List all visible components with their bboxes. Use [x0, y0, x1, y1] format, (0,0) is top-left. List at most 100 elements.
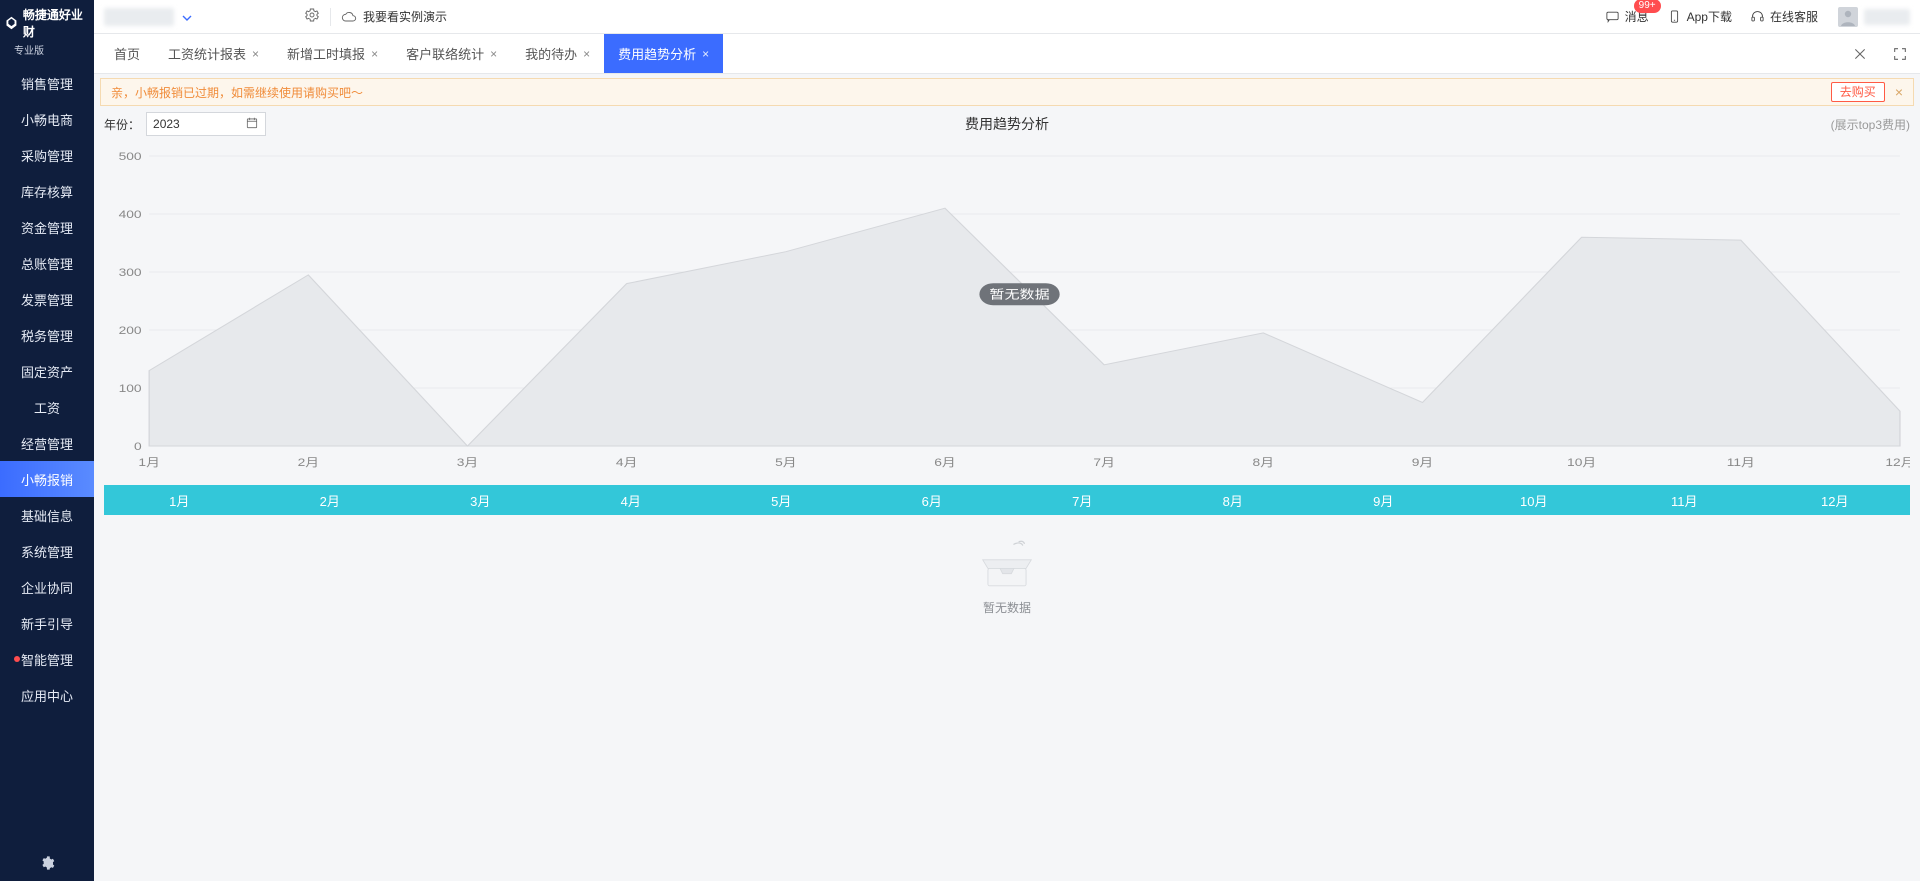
avatar-icon — [1838, 7, 1858, 27]
fullscreen-button[interactable] — [1880, 34, 1920, 73]
expiry-notice: 亲，小畅报销已过期，如需继续使用请购买吧～ 去购买 × — [100, 78, 1914, 106]
tab[interactable]: 工资统计报表 × — [154, 34, 273, 73]
sidebar-item[interactable]: 固定资产 — [0, 353, 94, 389]
month-cell[interactable]: 3月 — [405, 485, 556, 515]
sidebar-item[interactable]: 工资 — [0, 389, 94, 425]
org-selector[interactable] — [104, 8, 294, 26]
svg-text:3月: 3月 — [457, 456, 478, 468]
headset-icon — [1750, 9, 1765, 24]
month-cell[interactable]: 5月 — [706, 485, 857, 515]
sidebar-item[interactable]: 基础信息 — [0, 497, 94, 533]
sidebar-item-label: 总账管理 — [21, 254, 73, 273]
cloud-icon — [341, 10, 357, 24]
gear-icon — [39, 855, 55, 871]
svg-text:200: 200 — [119, 324, 142, 336]
month-cell[interactable]: 8月 — [1158, 485, 1309, 515]
mobile-icon — [1667, 9, 1682, 24]
sidebar-item-label: 库存核算 — [21, 182, 73, 201]
app-download-button[interactable]: App下载 — [1663, 0, 1736, 33]
expand-icon — [1892, 46, 1908, 62]
month-cell[interactable]: 9月 — [1308, 485, 1459, 515]
tab[interactable]: 我的待办× — [511, 34, 604, 73]
notice-close-button[interactable]: × — [1895, 84, 1903, 100]
svg-text:1月: 1月 — [138, 456, 159, 468]
user-menu[interactable] — [1838, 7, 1910, 27]
svg-text:5月: 5月 — [775, 456, 796, 468]
tab-label: 费用趋势分析 — [618, 44, 696, 63]
month-cell[interactable]: 11月 — [1609, 485, 1760, 515]
chart-container: 01002003004005001月2月3月4月5月6月7月8月9月10月11月… — [94, 136, 1920, 479]
demo-link[interactable]: 我要看实例演示 — [341, 8, 447, 25]
sidebar-item-label: 发票管理 — [21, 290, 73, 309]
month-cell[interactable]: 12月 — [1760, 485, 1911, 515]
sidebar-item[interactable]: 系统管理 — [0, 533, 94, 569]
no-data-text: 暂无数据 — [983, 599, 1031, 616]
username-blurred — [1864, 9, 1910, 25]
service-label: 在线客服 — [1770, 8, 1818, 25]
chart-title: 费用趋势分析 — [94, 114, 1920, 134]
svg-text:0: 0 — [134, 440, 142, 452]
sidebar-item[interactable]: 总账管理 — [0, 245, 94, 281]
sidebar-item[interactable]: 应用中心 — [0, 677, 94, 713]
sidebar-item-label: 工资 — [34, 398, 60, 417]
sidebar-item[interactable]: 经营管理 — [0, 425, 94, 461]
svg-text:300: 300 — [119, 266, 142, 278]
sidebar-item-label: 智能管理 — [21, 650, 73, 669]
tab[interactable]: 客户联络统计× — [392, 34, 511, 73]
sidebar-item[interactable]: 小畅报销 — [0, 461, 94, 497]
tab-label: 工资统计报表 — [168, 44, 246, 63]
sidebar-item[interactable]: 企业协同 — [0, 569, 94, 605]
sidebar-item-label: 采购管理 — [21, 146, 73, 165]
sidebar-item[interactable]: 税务管理 — [0, 317, 94, 353]
tab[interactable]: 首页 — [100, 34, 154, 73]
tab-label: 首页 — [114, 44, 140, 63]
tab-close-icon[interactable]: × — [490, 47, 497, 61]
sidebar-item[interactable]: 发票管理 — [0, 281, 94, 317]
org-settings-button[interactable] — [304, 7, 320, 26]
month-cell[interactable]: 6月 — [857, 485, 1008, 515]
svg-text:400: 400 — [119, 208, 142, 220]
calendar-icon — [245, 116, 259, 133]
tab-close-icon[interactable]: × — [583, 47, 590, 61]
sidebar-item-label: 固定资产 — [21, 362, 73, 381]
year-value: 2023 — [153, 117, 180, 131]
tab[interactable]: 新增工时填报× — [273, 34, 392, 73]
brand-block: 畅捷通好业财 专业版 — [0, 0, 94, 65]
month-cell[interactable]: 2月 — [255, 485, 406, 515]
sidebar-item[interactable]: 小畅电商 — [0, 101, 94, 137]
month-cell[interactable]: 10月 — [1459, 485, 1610, 515]
sidebar-item[interactable]: 新手引导 — [0, 605, 94, 641]
svg-text:11月: 11月 — [1727, 456, 1755, 468]
expense-trend-chart: 01002003004005001月2月3月4月5月6月7月8月9月10月11月… — [104, 136, 1910, 476]
sidebar-item[interactable]: 资金管理 — [0, 209, 94, 245]
svg-text:100: 100 — [119, 382, 142, 394]
month-cell[interactable]: 7月 — [1007, 485, 1158, 515]
org-name-blurred — [104, 8, 174, 26]
gear-icon — [304, 7, 320, 23]
svg-text:500: 500 — [119, 150, 142, 162]
message-button[interactable]: 消息 99+ — [1601, 0, 1653, 33]
month-cell[interactable]: 4月 — [556, 485, 707, 515]
sidebar-item[interactable]: 销售管理 — [0, 65, 94, 101]
filter-row: 年份： 2023 费用趋势分析 (展示top3费用) — [94, 106, 1920, 136]
close-all-tabs-button[interactable] — [1840, 34, 1880, 73]
online-service-button[interactable]: 在线客服 — [1746, 0, 1822, 33]
no-data-block: 暂无数据 — [94, 515, 1920, 626]
sidebar-menu: 销售管理小畅电商采购管理库存核算资金管理总账管理发票管理税务管理固定资产工资经营… — [0, 65, 94, 845]
tab-close-icon[interactable]: × — [371, 47, 378, 61]
tab-close-icon[interactable]: × — [702, 47, 709, 61]
sidebar-item[interactable]: 采购管理 — [0, 137, 94, 173]
sidebar-settings-button[interactable] — [0, 845, 94, 881]
month-cell[interactable]: 1月 — [104, 485, 255, 515]
sidebar-item[interactable]: 库存核算 — [0, 173, 94, 209]
sidebar-item[interactable]: 智能管理 — [0, 641, 94, 677]
svg-text:6月: 6月 — [934, 456, 955, 468]
brand-edition: 专业版 — [14, 42, 44, 57]
tab[interactable]: 费用趋势分析 × — [604, 34, 723, 73]
buy-button[interactable]: 去购买 — [1831, 82, 1885, 102]
year-picker[interactable]: 2023 — [146, 112, 266, 136]
tab-close-icon[interactable]: × — [252, 47, 259, 61]
brand-name: 畅捷通好业财 — [23, 6, 90, 40]
svg-text:7月: 7月 — [1093, 456, 1114, 468]
sidebar-item-label: 应用中心 — [21, 686, 73, 705]
